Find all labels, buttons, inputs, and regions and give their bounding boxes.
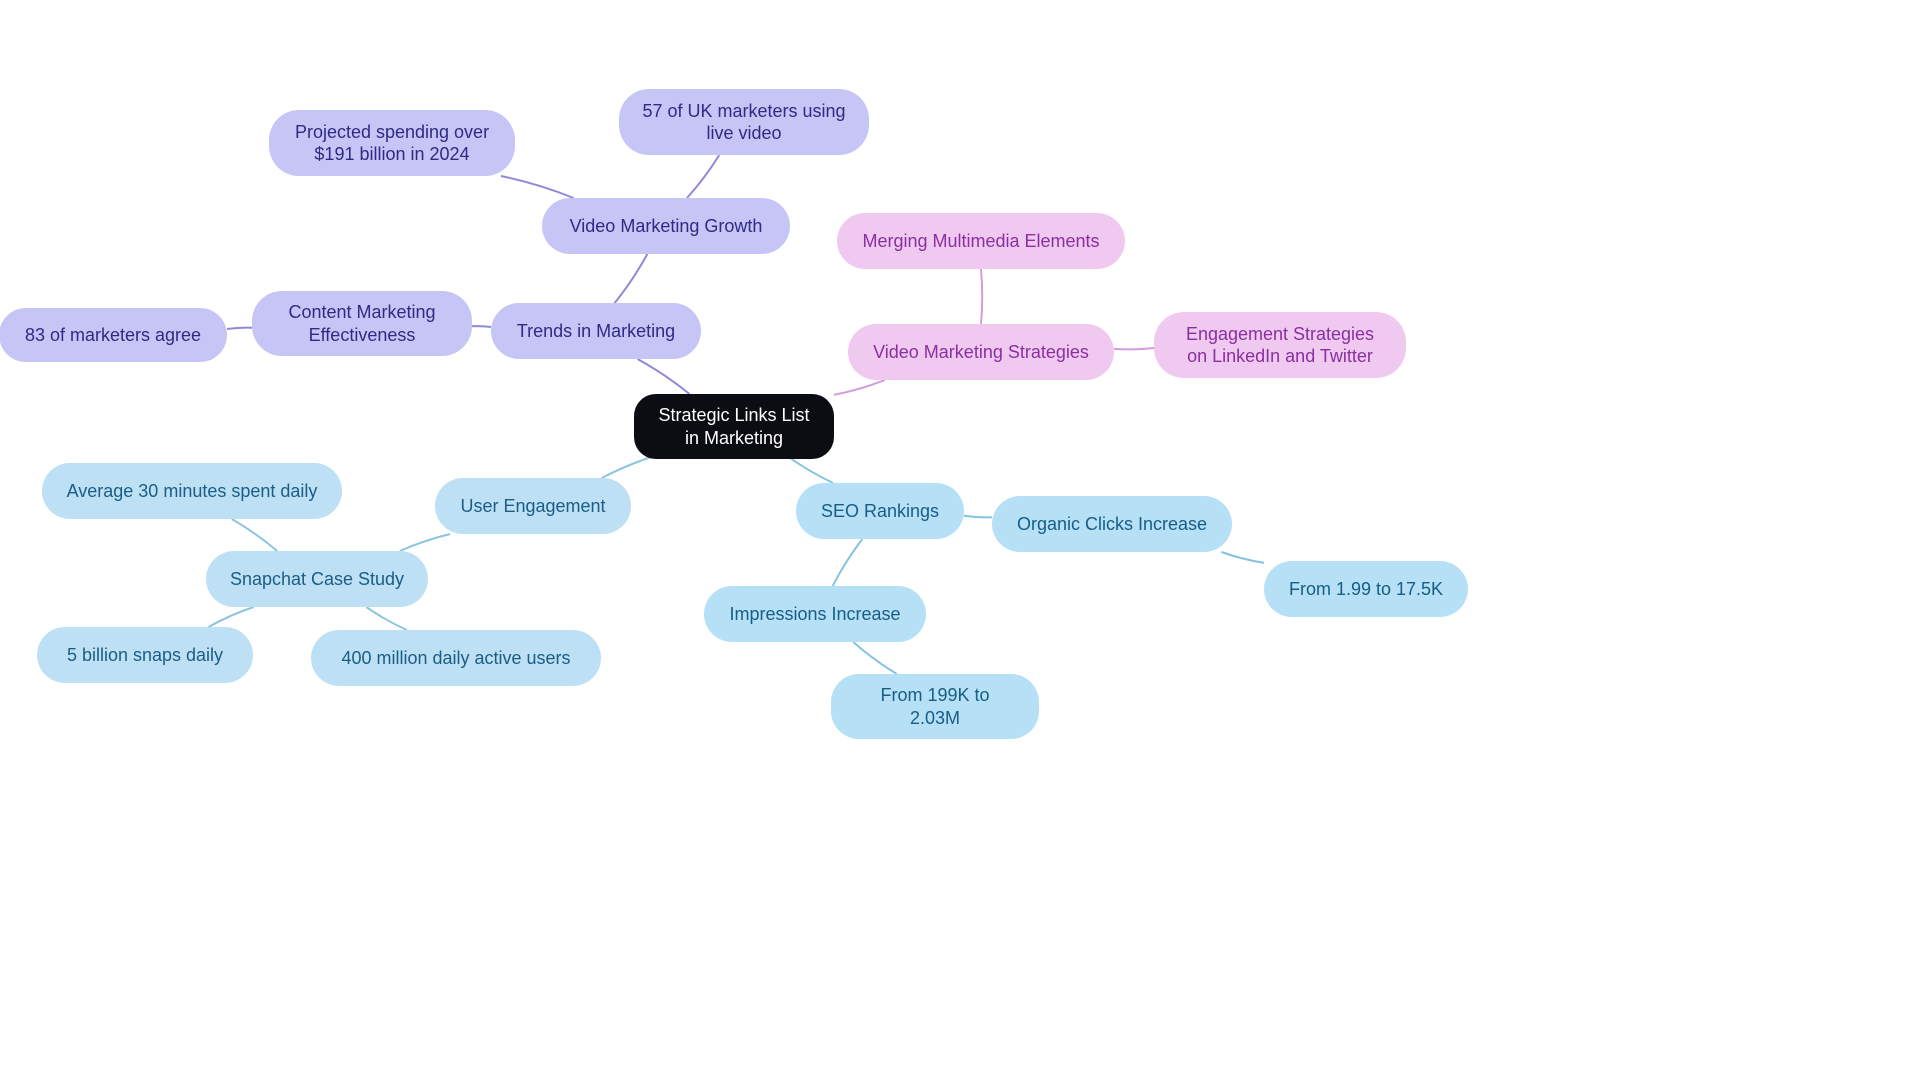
node-organic: Organic Clicks Increase [992,496,1232,552]
node-root: Strategic Links List in Marketing [634,394,834,459]
node-label: Video Marketing Growth [570,215,763,238]
mindmap-canvas: Strategic Links List in Marketing Trends … [0,0,1920,1083]
node-ue: User Engagement [435,478,631,534]
node-vmg: Video Marketing Growth [542,198,790,254]
node-label: Merging Multimedia Elements [862,230,1099,253]
node-org2: From 1.99 to 17.5K [1264,561,1468,617]
node-label: 57 of UK marketers using live video [641,100,847,145]
node-label: Trends in Marketing [517,320,675,343]
node-label: 400 million daily active users [341,647,570,670]
node-dau: 400 million daily active users [311,630,601,686]
node-label: Organic Clicks Increase [1017,513,1207,536]
edge [964,516,992,518]
node-trends: Trends in Marketing [491,303,701,359]
edge [981,269,982,324]
edge [687,155,719,198]
node-label: Content Marketing Effectiveness [274,301,450,346]
edge [638,359,690,394]
edge [232,519,277,551]
node-vms: Video Marketing Strategies [848,324,1114,380]
edge [615,254,648,303]
node-label: Snapchat Case Study [230,568,404,591]
node-avg30: Average 30 minutes spent daily [42,463,342,519]
node-spend: Projected spending over $191 billion in … [269,110,515,176]
node-label: Average 30 minutes spent daily [67,480,318,503]
node-impr: Impressions Increase [704,586,926,642]
edge [1114,348,1154,349]
node-impr2: From 199K to 2.03M [831,674,1039,739]
edge [366,607,406,630]
edge [501,176,574,198]
node-label: Engagement Strategies on LinkedIn and Tw… [1176,323,1384,368]
node-cme83: 83 of marketers agree [0,308,227,362]
node-label: Impressions Increase [729,603,900,626]
node-uk57: 57 of UK marketers using live video [619,89,869,155]
node-eng: Engagement Strategies on LinkedIn and Tw… [1154,312,1406,378]
node-cme: Content Marketing Effectiveness [252,291,472,356]
node-snap: Snapchat Case Study [206,551,428,607]
node-label: From 1.99 to 17.5K [1289,578,1443,601]
edge [208,607,253,627]
node-label: User Engagement [460,495,605,518]
edge [400,534,450,551]
node-snaps5: 5 billion snaps daily [37,627,253,683]
edge [472,326,491,327]
edge [834,380,885,395]
node-label: From 199K to 2.03M [853,684,1017,729]
node-label: Video Marketing Strategies [873,341,1089,364]
node-label: SEO Rankings [821,500,939,523]
edge [227,328,252,329]
edge [833,539,863,586]
node-merge: Merging Multimedia Elements [837,213,1125,269]
node-label: 83 of marketers agree [25,324,201,347]
node-seo: SEO Rankings [796,483,964,539]
node-label: Projected spending over $191 billion in … [291,121,493,166]
edge [853,642,897,674]
edge [1221,552,1264,563]
node-label: Strategic Links List in Marketing [656,404,812,449]
node-label: 5 billion snaps daily [67,644,223,667]
